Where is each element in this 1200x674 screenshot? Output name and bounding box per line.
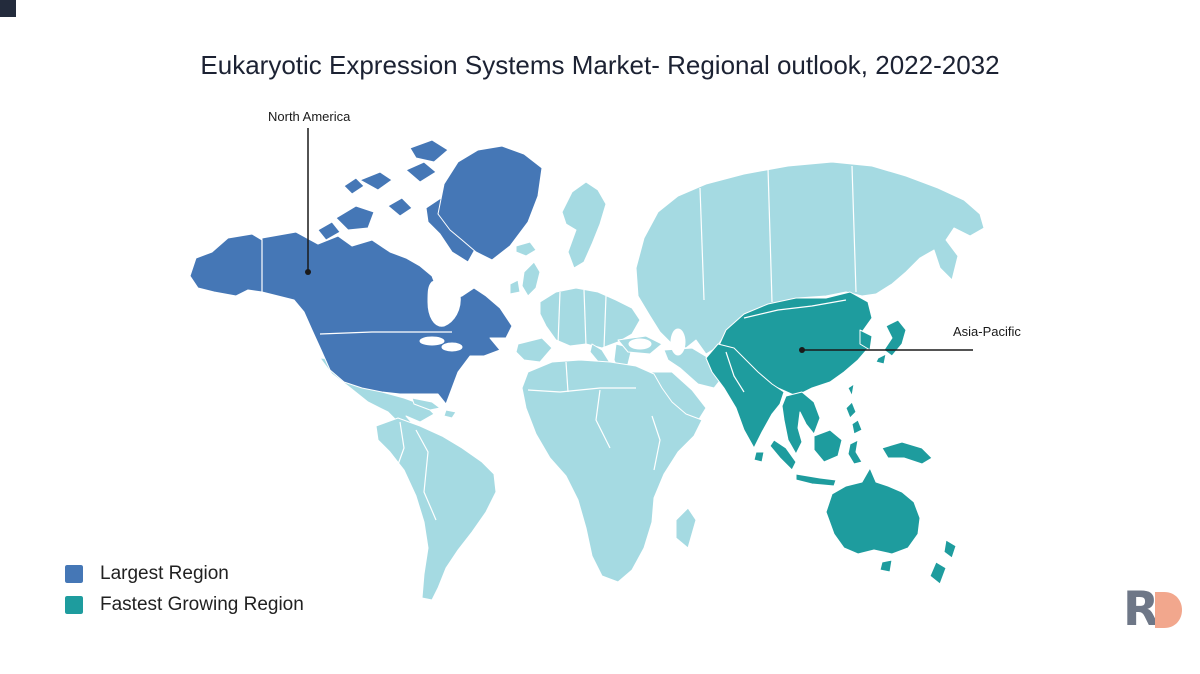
- logo-letter-r: R: [1123, 582, 1159, 637]
- label-north-america: North America: [268, 109, 351, 124]
- legend-swatch-largest: [65, 564, 83, 583]
- map-north-america-main: [261, 231, 513, 405]
- map-arctic-island-2: [359, 171, 393, 191]
- map-new-zealand-south: [929, 561, 947, 585]
- legend-label-largest: Largest Region: [100, 562, 229, 584]
- map-greenland: [437, 145, 543, 261]
- map-australia: [825, 467, 921, 555]
- map-iceland: [515, 241, 537, 257]
- legend-label-fastest: Fastest Growing Region: [100, 593, 304, 615]
- map-banks-island: [317, 221, 341, 241]
- map-new-zealand-north: [943, 539, 957, 559]
- map-iberia: [515, 337, 553, 363]
- map-japan-south: [875, 353, 887, 365]
- map-sulawesi: [847, 439, 863, 465]
- map-region-asia-pacific: [705, 291, 957, 585]
- map-tasmania: [879, 559, 893, 573]
- map-hudson-bay: [427, 278, 461, 327]
- map-madagascar: [675, 507, 697, 549]
- map-sri-lanka: [753, 451, 765, 463]
- legend-swatch-fastest: [65, 595, 83, 614]
- map-great-lake-2: [441, 342, 463, 352]
- map-java: [795, 473, 837, 487]
- map-new-guinea: [881, 441, 933, 465]
- brand-logo: R: [1123, 582, 1183, 637]
- map-indochina: [781, 391, 821, 455]
- map-uk: [521, 261, 541, 297]
- map-black-sea: [628, 338, 652, 350]
- map-africa: [521, 359, 703, 583]
- logo-d-shape: [1155, 592, 1183, 628]
- leader-dot-north-america: [305, 269, 311, 275]
- map-arctic-island-4: [343, 177, 365, 195]
- map-scandinavia: [561, 181, 607, 269]
- label-asia-pacific: Asia-Pacific: [953, 324, 1021, 339]
- map-caspian-sea: [670, 328, 686, 356]
- map-cuba: [411, 397, 441, 411]
- map-philippines-south: [851, 419, 863, 435]
- map-taiwan: [847, 383, 855, 397]
- corner-mark: [0, 0, 16, 17]
- map-borneo: [813, 429, 843, 463]
- legend-item-fastest: Fastest Growing Region: [65, 593, 304, 615]
- leader-lines: [305, 128, 973, 353]
- map-great-lake-1: [419, 336, 445, 346]
- map-south-america: [375, 417, 497, 601]
- map-ireland: [509, 279, 521, 295]
- map-sumatra: [769, 439, 797, 471]
- map-alaska: [189, 233, 263, 297]
- legend: Largest Region Fastest Growing Region: [65, 562, 304, 626]
- map-ellesmere-island: [409, 139, 449, 163]
- map-region-north-america: [189, 139, 543, 405]
- map-water-overlays: [419, 278, 686, 356]
- map-arctic-island-1: [387, 197, 413, 217]
- map-europe: [539, 287, 641, 349]
- map-hispaniola: [443, 409, 457, 419]
- page-title: Eukaryotic Expression Systems Market- Re…: [200, 50, 1000, 80]
- map-country-borders: [261, 165, 857, 521]
- leader-dot-asia-pacific: [799, 347, 805, 353]
- map-philippines-north: [845, 401, 857, 419]
- map-arctic-island-3: [405, 161, 437, 183]
- map-india: [705, 343, 785, 449]
- map-victoria-island: [335, 205, 375, 231]
- legend-item-largest: Largest Region: [65, 562, 304, 584]
